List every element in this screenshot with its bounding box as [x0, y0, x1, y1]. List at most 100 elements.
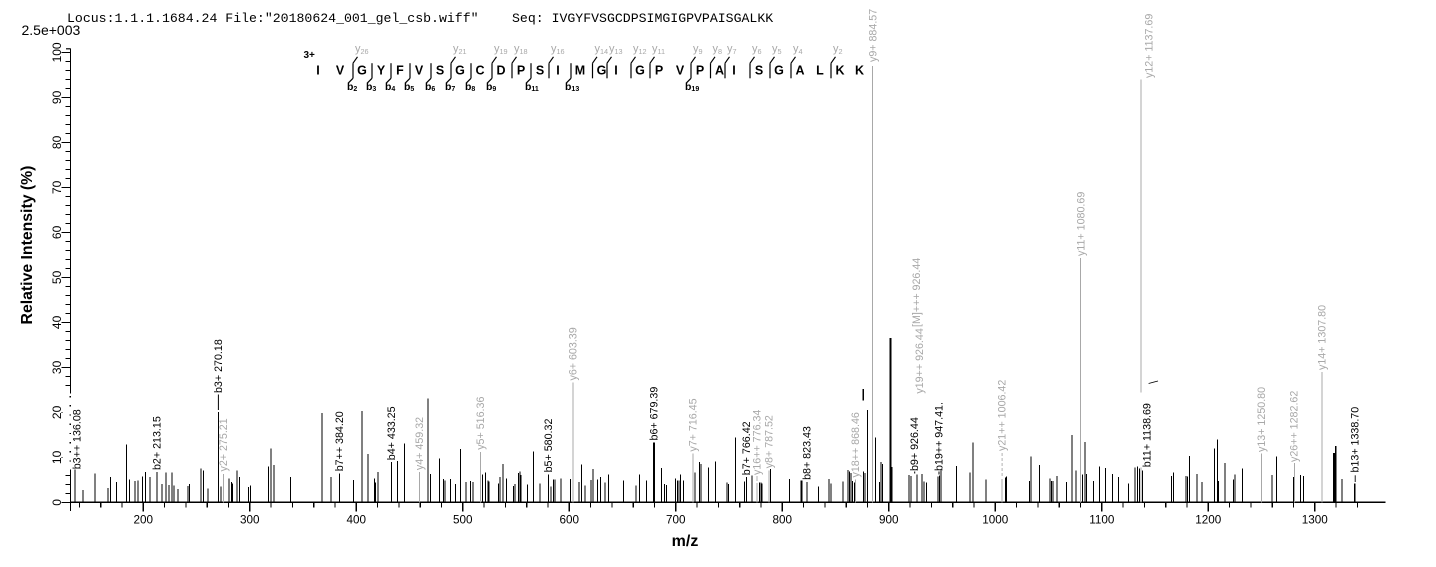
- svg-text:y18++ 868.46: y18++ 868.46: [850, 412, 862, 477]
- svg-text:b19++ 947.41.: b19++ 947.41.: [934, 402, 946, 471]
- svg-text:L: L: [816, 64, 824, 78]
- svg-text:b2: b2: [347, 81, 357, 93]
- svg-text:y7: y7: [727, 43, 737, 56]
- svg-text:V: V: [415, 64, 424, 78]
- svg-text:y6: y6: [752, 43, 762, 56]
- svg-text:1200: 1200: [1195, 514, 1222, 527]
- svg-text:G: G: [455, 64, 465, 78]
- svg-text:y11: y11: [652, 43, 665, 56]
- svg-text:I: I: [556, 64, 559, 78]
- svg-text:20: 20: [50, 405, 64, 419]
- svg-text:b3++ 136.08: b3++ 136.08: [71, 409, 83, 469]
- svg-text:500: 500: [453, 514, 473, 527]
- svg-text:y13: y13: [609, 43, 623, 56]
- svg-text:2.5e+003: 2.5e+003: [22, 22, 81, 38]
- svg-text:900: 900: [879, 514, 899, 527]
- svg-text:400: 400: [347, 514, 367, 527]
- svg-text:y7+ 716.45: y7+ 716.45: [688, 398, 700, 451]
- svg-text:A: A: [795, 64, 804, 78]
- svg-text:b4+ 433.25: b4+ 433.25: [386, 406, 398, 460]
- svg-text:50: 50: [50, 270, 64, 284]
- svg-text:I: I: [732, 64, 735, 78]
- svg-text:1000: 1000: [982, 514, 1009, 527]
- svg-text:b2+ 213.15: b2+ 213.15: [152, 416, 164, 470]
- svg-text:b6+ 679.39: b6+ 679.39: [648, 387, 660, 441]
- svg-text:100: 100: [50, 42, 64, 62]
- svg-text:y21++ 1006.42: y21++ 1006.42: [997, 380, 1009, 451]
- svg-text:y12+ 1137.69: y12+ 1137.69: [1144, 14, 1156, 78]
- svg-text:y4+ 459.32: y4+ 459.32: [414, 417, 426, 470]
- svg-text:b3+ 270.18: b3+ 270.18: [213, 339, 225, 393]
- svg-text:S: S: [536, 64, 544, 78]
- svg-text:1100: 1100: [1089, 514, 1115, 527]
- svg-text:P: P: [696, 64, 704, 78]
- svg-text:y16: y16: [551, 43, 565, 56]
- svg-text:y13+ 1250.80: y13+ 1250.80: [1256, 387, 1268, 452]
- svg-text:M: M: [575, 64, 585, 78]
- svg-text:3+: 3+: [304, 50, 316, 61]
- svg-text:40: 40: [50, 315, 64, 329]
- svg-text:y26++ 1282.62: y26++ 1282.62: [1289, 391, 1301, 462]
- svg-text:y18: y18: [514, 43, 528, 56]
- svg-text:90: 90: [50, 90, 64, 104]
- svg-text:800: 800: [773, 514, 793, 527]
- svg-text:Seq: IVGYFVSGCDPSIMGIGPVPAISGA: Seq: IVGYFVSGCDPSIMGIGPVPAISGALKK: [512, 11, 773, 26]
- svg-text:P: P: [655, 64, 663, 78]
- svg-text:30: 30: [50, 360, 64, 374]
- svg-text:Relative Intensity (%): Relative Intensity (%): [19, 166, 36, 325]
- svg-text:b8: b8: [465, 81, 475, 93]
- svg-text:I: I: [614, 64, 617, 78]
- svg-text:y21: y21: [453, 43, 467, 56]
- svg-text:y9: y9: [693, 43, 703, 56]
- svg-text:b4: b4: [385, 81, 395, 93]
- svg-text:Y: Y: [377, 64, 386, 78]
- svg-text:b7+ 766.42: b7+ 766.42: [741, 421, 753, 475]
- svg-text:y8+ 787.52: y8+ 787.52: [763, 415, 775, 468]
- svg-text:G: G: [357, 64, 367, 78]
- svg-text:y5+ 516.36: y5+ 516.36: [475, 397, 487, 450]
- svg-text:C: C: [475, 64, 484, 78]
- svg-text:y19++ 926.44: y19++ 926.44: [914, 328, 926, 393]
- svg-text:V: V: [676, 64, 685, 78]
- svg-text:S: S: [755, 64, 763, 78]
- svg-text:y2: y2: [833, 43, 843, 56]
- svg-text:b9: b9: [486, 81, 496, 93]
- svg-text:D: D: [496, 64, 505, 78]
- svg-text:m/z: m/z: [672, 533, 699, 550]
- svg-text:b8+ 823.43: b8+ 823.43: [802, 426, 814, 480]
- svg-text:y6+ 603.39: y6+ 603.39: [567, 327, 579, 380]
- svg-text:b3: b3: [366, 81, 376, 93]
- svg-text:P: P: [517, 64, 525, 78]
- svg-text:y19: y19: [494, 43, 508, 56]
- svg-text:b7++ 384.20: b7++ 384.20: [334, 411, 346, 471]
- svg-text:b13+ 1338.70: b13+ 1338.70: [1349, 407, 1361, 473]
- svg-text:y2+ 275.21: y2+ 275.21: [218, 418, 230, 471]
- svg-text:70: 70: [50, 180, 64, 194]
- svg-text:700: 700: [666, 514, 686, 527]
- svg-text:1300: 1300: [1302, 514, 1329, 527]
- svg-text:600: 600: [560, 514, 580, 527]
- svg-text:S: S: [436, 64, 444, 78]
- svg-text:y14+ 1307.80: y14+ 1307.80: [1316, 305, 1328, 370]
- svg-text:b6: b6: [425, 81, 435, 93]
- svg-text:80: 80: [50, 135, 64, 149]
- svg-text:K: K: [835, 64, 844, 78]
- svg-text:y11+ 1080.69: y11+ 1080.69: [1076, 192, 1088, 256]
- svg-text:b5: b5: [404, 81, 414, 93]
- svg-text:G: G: [774, 64, 784, 78]
- svg-text:y14: y14: [595, 43, 609, 56]
- svg-text:10: 10: [50, 450, 64, 464]
- svg-text:A: A: [715, 64, 724, 78]
- svg-text:K: K: [855, 64, 864, 78]
- svg-text:b11+ 1138.69: b11+ 1138.69: [1142, 403, 1154, 467]
- svg-text:Locus:1.1.1.1684.24 File:"2018: Locus:1.1.1.1684.24 File:"20180624_001_g…: [67, 11, 479, 26]
- svg-text:G: G: [597, 64, 607, 78]
- svg-text:y26: y26: [355, 43, 369, 56]
- svg-text:[M]+++ 926.44: [M]+++ 926.44: [911, 258, 923, 327]
- svg-text:y4: y4: [793, 43, 803, 56]
- svg-text:60: 60: [50, 225, 64, 239]
- svg-text:F: F: [396, 64, 404, 78]
- svg-text:200: 200: [134, 514, 154, 527]
- svg-text:y9+ 884.57: y9+ 884.57: [867, 9, 879, 62]
- svg-text:y8: y8: [713, 43, 723, 56]
